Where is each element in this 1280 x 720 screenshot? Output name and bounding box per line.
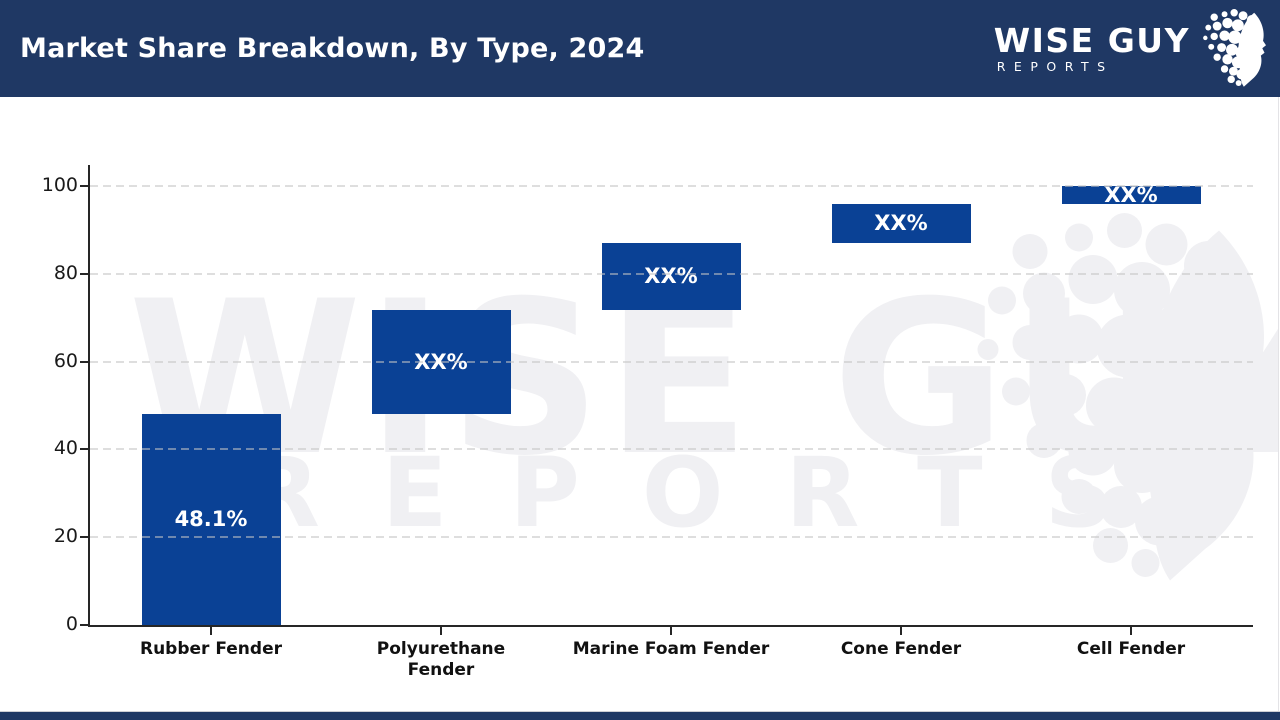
watermark-text-reports: REPORTS — [246, 437, 1176, 549]
y-tick-mark — [80, 448, 88, 451]
y-tick-label: 80 — [53, 261, 78, 284]
gridline — [90, 536, 1253, 539]
bar-segment-4: XX% — [831, 203, 971, 244]
x-category-label: Rubber Fender — [139, 639, 282, 659]
logo-line2: REPORTS — [996, 59, 1114, 75]
gridline — [90, 448, 1253, 451]
x-tick-mark — [440, 627, 442, 635]
x-category-label: Marine Foam Fender — [572, 639, 770, 659]
bar-value-label: 48.1% — [174, 507, 248, 532]
footer-divider — [0, 711, 1280, 712]
logo-line1: WISE GUY — [993, 21, 1190, 61]
chart-area: WISE GUY REPORTS 0 20 40 60 80 100 48.1% Rubber… — [0, 97, 1279, 711]
footer-bar — [0, 712, 1280, 720]
dotted-head-profile-icon — [1203, 9, 1266, 87]
y-axis-line — [88, 165, 90, 627]
x-category-label: Cell Fender — [1076, 639, 1186, 659]
bar-value-label: XX% — [874, 211, 928, 236]
gridline — [90, 272, 1253, 275]
y-tick-label: 20 — [53, 525, 78, 548]
y-tick-label: 100 — [41, 174, 78, 196]
x-category-label: Polyurethane Fender — [376, 639, 506, 681]
x-tick-mark — [1130, 627, 1132, 635]
y-tick-mark — [80, 536, 88, 539]
page-title: Market Share Breakdown, By Type, 2024 — [20, 33, 645, 64]
header-bar: Market Share Breakdown, By Type, 2024 WI… — [0, 0, 1280, 97]
y-tick-label: 40 — [53, 437, 78, 460]
x-tick-mark — [900, 627, 902, 635]
y-tick-label: 60 — [53, 349, 78, 372]
x-tick-mark — [670, 627, 672, 635]
gridline — [90, 360, 1253, 363]
bar-segment-3: XX% — [601, 243, 741, 310]
y-tick-mark — [80, 272, 88, 275]
wise-guy-reports-logo: WISE GUY REPORTS — [994, 8, 1266, 90]
bar-segment-1: 48.1% — [141, 413, 281, 625]
y-tick-mark — [80, 185, 88, 187]
logo-wordmark: WISE GUY REPORTS — [994, 24, 1190, 74]
watermark-head-profile-icon — [977, 213, 1275, 581]
y-tick-mark — [80, 624, 88, 626]
x-tick-mark — [210, 627, 212, 635]
y-tick-label: 0 — [65, 613, 78, 635]
gridline — [90, 185, 1253, 187]
bar-value-label: XX% — [644, 264, 698, 289]
bar-segment-5: XX% — [1061, 183, 1201, 207]
x-axis-line — [88, 625, 1253, 627]
y-tick-mark — [80, 360, 88, 363]
x-category-label: Cone Fender — [840, 639, 962, 659]
